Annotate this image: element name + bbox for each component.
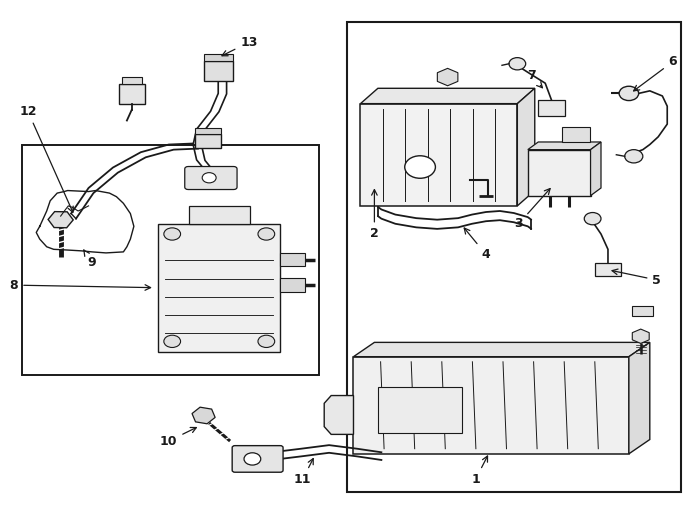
FancyBboxPatch shape [232,446,283,472]
Circle shape [244,453,261,465]
Bar [158,224,280,352]
Bar [360,104,517,206]
Polygon shape [517,88,535,206]
Circle shape [164,335,181,347]
Bar [280,279,304,292]
Circle shape [258,228,274,240]
Bar [22,144,318,375]
Text: 3: 3 [514,189,550,230]
Text: 4: 4 [464,228,490,261]
Text: 13: 13 [222,36,258,56]
Bar [354,357,629,454]
Text: 8: 8 [10,279,150,291]
Bar [632,305,653,316]
Bar [195,134,221,148]
Polygon shape [591,142,601,196]
Circle shape [584,212,601,225]
Text: 7: 7 [527,69,542,88]
Polygon shape [324,396,354,434]
Polygon shape [528,142,601,150]
Circle shape [624,150,643,163]
Circle shape [619,86,638,101]
Bar [204,53,233,61]
Bar [118,84,145,104]
Text: 2: 2 [370,190,379,241]
Bar [122,77,141,84]
FancyBboxPatch shape [185,167,237,190]
Text: 6: 6 [634,55,677,91]
Polygon shape [360,88,535,104]
Bar [562,126,590,142]
Text: 9: 9 [84,250,97,269]
Polygon shape [354,342,650,357]
Bar [596,263,620,277]
Bar [195,128,221,134]
Bar [538,100,565,116]
Circle shape [405,156,435,178]
Text: 11: 11 [294,458,313,486]
Text: 1: 1 [471,456,487,486]
Bar [528,150,591,196]
Circle shape [258,335,274,347]
Circle shape [202,173,216,183]
Bar [280,253,304,266]
Bar [346,22,681,492]
Bar [378,388,461,433]
Circle shape [509,58,526,70]
Bar [189,206,250,224]
Polygon shape [629,342,650,454]
Bar [204,61,233,81]
Circle shape [164,228,181,240]
Text: 10: 10 [160,428,196,448]
Text: 12: 12 [19,105,74,212]
Text: 5: 5 [612,269,661,286]
